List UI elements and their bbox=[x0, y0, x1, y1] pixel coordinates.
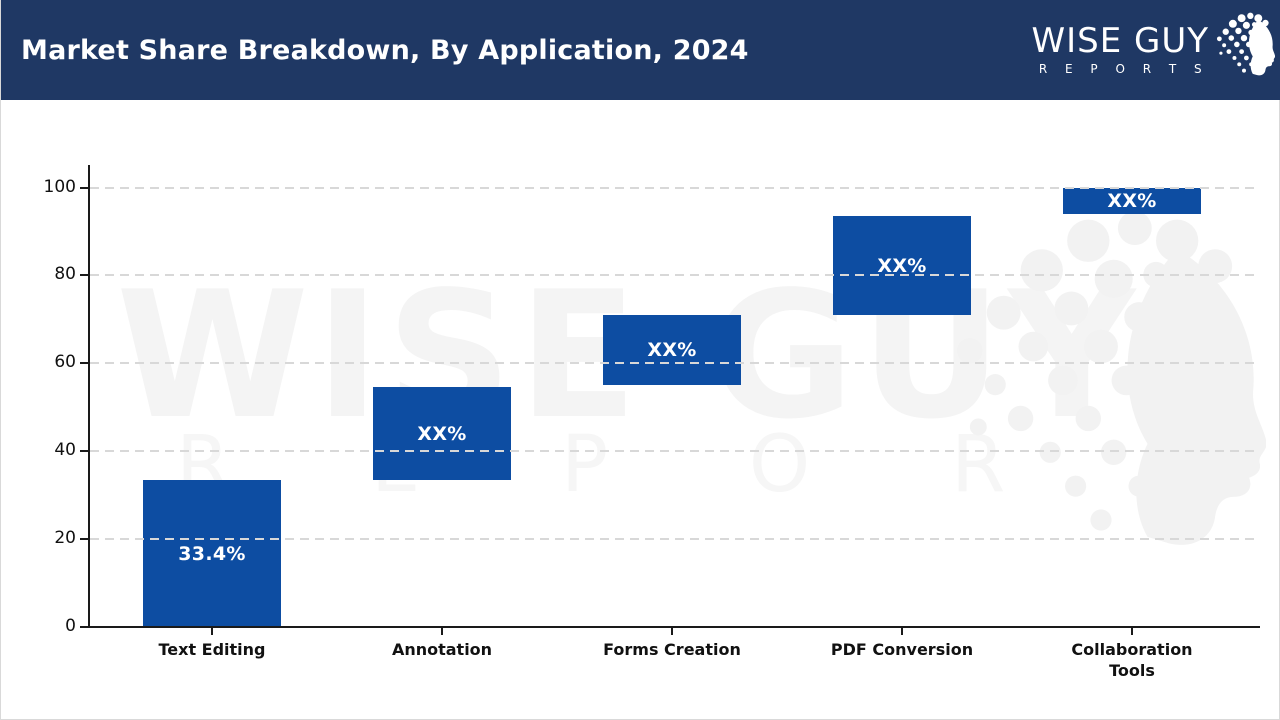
y-axis-line bbox=[88, 165, 90, 628]
chart-title: Market Share Breakdown, By Application, … bbox=[21, 34, 749, 66]
x-tick-label-5: Collaboration Tools bbox=[1071, 640, 1193, 680]
bar-pdf-conversion: XX% bbox=[833, 216, 971, 315]
x-tick-mark-2 bbox=[441, 628, 443, 635]
gridline-40 bbox=[90, 450, 1259, 453]
y-tick-mark-100 bbox=[80, 186, 88, 189]
header-band: Market Share Breakdown, By Application, … bbox=[1, 0, 1280, 100]
logo-wordmark-main: WISE GUY bbox=[1031, 21, 1209, 62]
logo-face-icon bbox=[1213, 10, 1275, 90]
x-tick-mark-3 bbox=[671, 628, 673, 635]
y-tick-label-80: 80 bbox=[54, 264, 76, 285]
gridline-20 bbox=[90, 538, 1259, 541]
bar-value-label: 33.4% bbox=[178, 542, 246, 565]
x-tick-mark-1 bbox=[211, 628, 213, 635]
y-tick-label-60: 60 bbox=[54, 352, 76, 373]
bar-collaboration-tools: XX% bbox=[1063, 187, 1201, 214]
y-tick-mark-40 bbox=[80, 450, 88, 453]
bar-value-label: XX% bbox=[647, 339, 697, 362]
wiseguy-logo: WISE GUY R E P O R T S bbox=[1031, 8, 1275, 92]
y-tick-mark-20 bbox=[80, 538, 88, 541]
x-tick-mark-4 bbox=[901, 628, 903, 635]
gridline-60 bbox=[90, 362, 1259, 365]
watermark-face-icon bbox=[936, 195, 1267, 629]
x-axis-line bbox=[88, 626, 1260, 628]
bar-forms-creation: XX% bbox=[603, 314, 741, 386]
y-tick-mark-60 bbox=[80, 362, 88, 365]
y-tick-mark-80 bbox=[80, 274, 88, 277]
x-tick-label-4: PDF Conversion bbox=[830, 640, 974, 659]
y-tick-label-40: 40 bbox=[54, 440, 76, 461]
x-tick-label-2: Annotation bbox=[391, 640, 493, 659]
y-tick-label-0: 0 bbox=[65, 616, 76, 636]
bar-value-label: XX% bbox=[877, 254, 927, 277]
y-tick-label-100: 100 bbox=[43, 176, 76, 197]
bar-value-label: XX% bbox=[1107, 189, 1157, 212]
x-tick-mark-5 bbox=[1131, 628, 1133, 635]
gridline-80 bbox=[90, 274, 1259, 277]
bar-text-editing: 33.4% bbox=[143, 480, 281, 627]
bar-annotation: XX% bbox=[373, 387, 511, 481]
y-tick-label-20: 20 bbox=[54, 528, 76, 549]
logo-wordmark: WISE GUY R E P O R T S bbox=[1031, 21, 1209, 76]
x-tick-label-1: Text Editing bbox=[158, 640, 266, 659]
y-tick-mark-0 bbox=[80, 626, 88, 628]
x-tick-label-3: Forms Creation bbox=[603, 640, 741, 659]
logo-wordmark-sub: R E P O R T S bbox=[1038, 61, 1209, 76]
bar-value-label: XX% bbox=[417, 422, 467, 445]
gridline-100 bbox=[90, 186, 1259, 189]
